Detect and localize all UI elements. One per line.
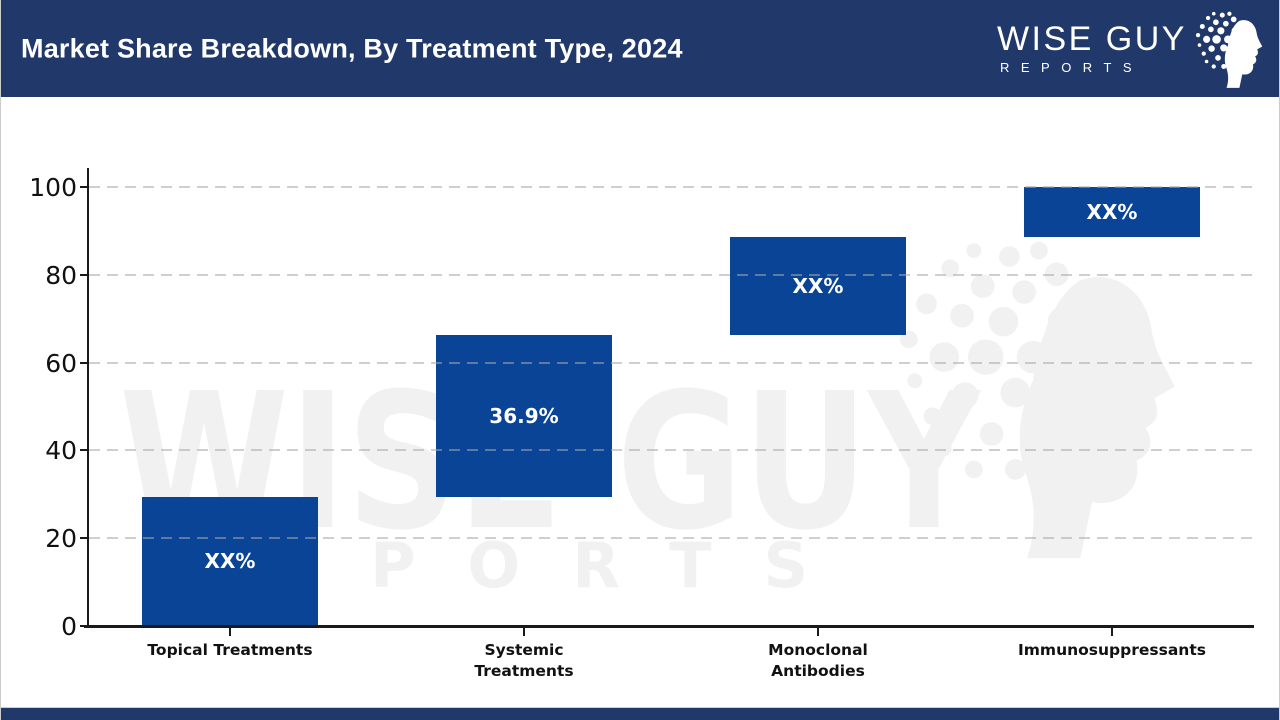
y-tick-mark-100	[80, 186, 88, 188]
bar-monoclonal-antibodies: XX%	[730, 237, 906, 335]
y-tick-mark-60	[80, 361, 88, 364]
y-tick-label-0: 0	[61, 612, 77, 641]
grid-line-40	[89, 449, 1253, 452]
watermark-head-icon	[899, 241, 1175, 559]
grid-line-60	[89, 361, 1253, 364]
bar-systemic-treatments: 36.9%	[436, 334, 612, 497]
plot-area: 0 20 40 60 80 100 XX% 36.9% XX% XX% Topical Treatm…	[1, 97, 1279, 707]
x-category-label-line: Systemic	[484, 641, 564, 659]
x-category-label-monoclonal-antibodies: Monoclonal Antibodies	[668, 640, 968, 682]
y-tick-label-100: 100	[29, 173, 77, 202]
footer-band	[1, 707, 1279, 720]
x-tick-mark-immunosuppressants	[1111, 628, 1113, 636]
y-tick-mark-20	[80, 537, 88, 540]
y-tick-mark-40	[80, 449, 88, 452]
y-tick-label-20: 20	[45, 524, 77, 554]
x-category-label-line: Immunosuppressants	[1018, 641, 1206, 659]
wiseguy-head-icon	[1195, 11, 1263, 88]
y-tick-label-40: 40	[45, 436, 77, 466]
x-axis-line	[84, 625, 1254, 628]
brand-logo: WISE GUY REPORTS	[997, 6, 1265, 91]
x-category-label-line: Treatments	[474, 661, 574, 680]
x-category-label-systemic-treatments: Systemic Treatments	[374, 640, 674, 682]
y-tick-mark-80	[80, 273, 88, 276]
brand-logo-text: WISE GUY REPORTS	[997, 22, 1187, 75]
y-axis-line	[87, 168, 89, 627]
x-tick-mark-topical-treatments	[229, 628, 231, 636]
bar-immunosuppressants: XX%	[1024, 187, 1200, 238]
brand-subname: REPORTS	[999, 60, 1144, 75]
grid-line-80	[89, 273, 1253, 276]
chart-title: Market Share Breakdown, By Treatment Typ…	[21, 33, 683, 63]
y-tick-mark-0	[80, 625, 88, 627]
x-category-label-line: Antibodies	[771, 661, 865, 680]
bar-value-label-topical-treatments: XX%	[204, 549, 256, 574]
header-band: Market Share Breakdown, By Treatment Typ…	[1, 0, 1279, 97]
brand-name: WISE GUY	[996, 20, 1187, 58]
x-category-label-topical-treatments: Topical Treatments	[80, 640, 380, 661]
bar-topical-treatments: XX%	[142, 496, 318, 626]
x-tick-mark-monoclonal-antibodies	[817, 628, 819, 636]
x-category-label-immunosuppressants: Immunosuppressants	[962, 640, 1262, 661]
plot-background: WISE GUY REPORTS	[1, 97, 1279, 707]
grid-line-20	[89, 537, 1253, 540]
x-category-label-line: Monoclonal	[768, 641, 868, 659]
y-tick-label-80: 80	[45, 260, 77, 290]
x-category-label-line: Topical Treatments	[147, 641, 313, 659]
bar-value-label-monoclonal-antibodies: XX%	[792, 274, 844, 299]
bar-value-label-immunosuppressants: XX%	[1086, 200, 1138, 225]
bar-value-label-systemic-treatments: 36.9%	[489, 403, 559, 428]
grid-line-100	[89, 186, 1253, 188]
y-tick-label-60: 60	[45, 348, 77, 378]
x-tick-mark-systemic-treatments	[523, 628, 525, 636]
